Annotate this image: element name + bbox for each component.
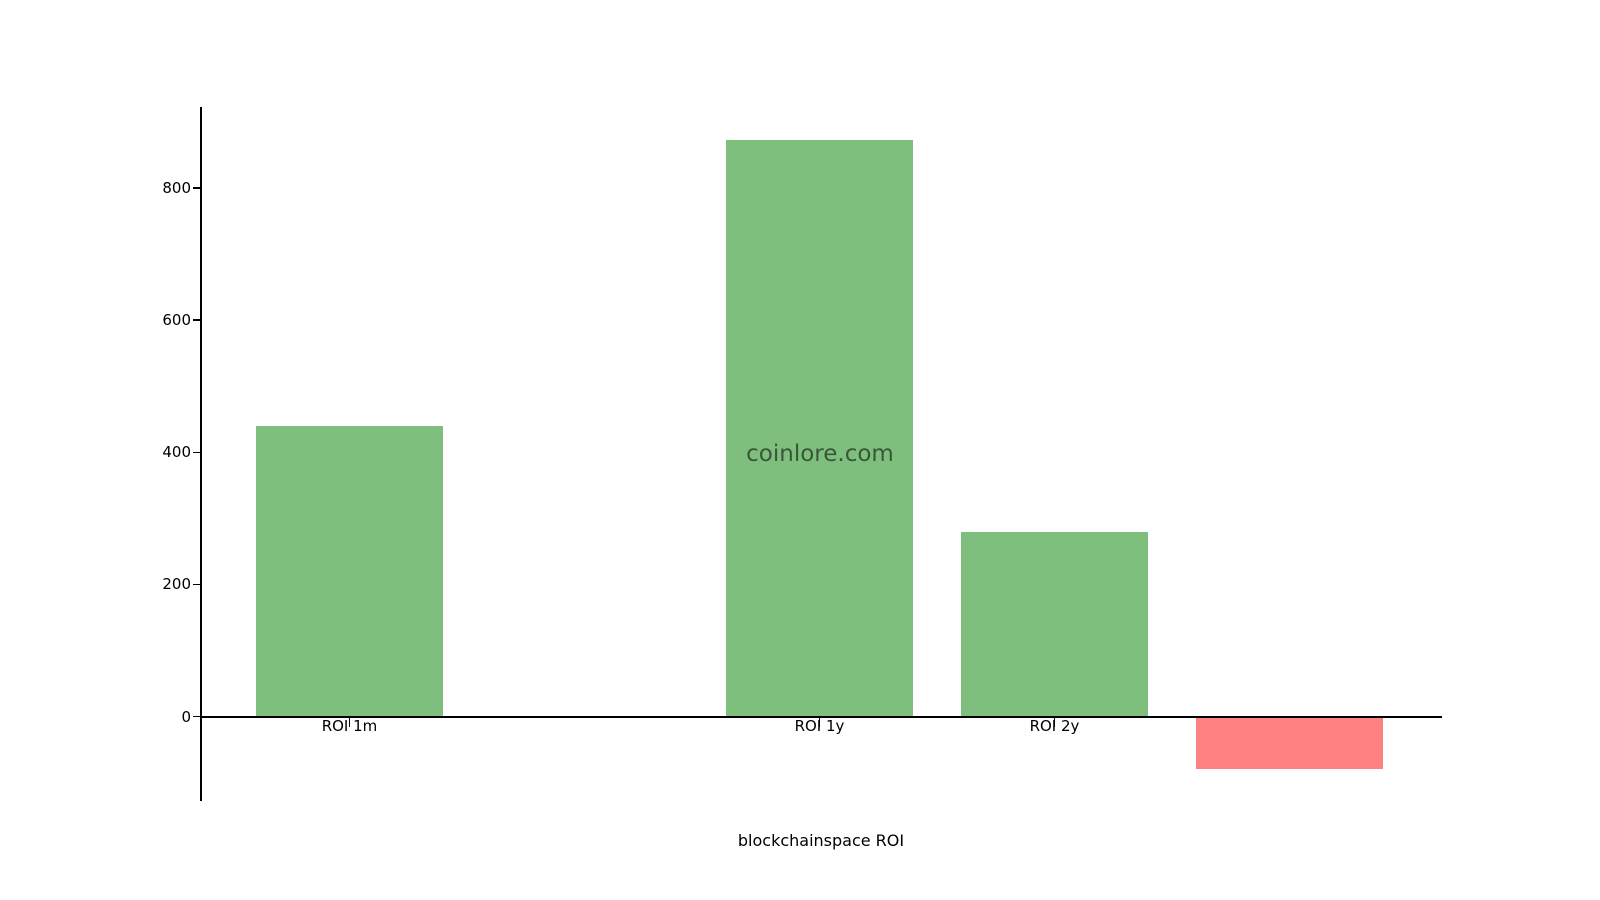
x-axis-line <box>199 715 1442 718</box>
bar-roi-1y <box>726 139 913 717</box>
x-axis-caption: blockchainspace ROI <box>737 831 905 850</box>
y-axis-tick <box>193 715 200 718</box>
y-axis-tick <box>193 187 200 189</box>
y-tick-label: 0 <box>181 707 191 726</box>
x-axis-tick <box>348 716 351 727</box>
y-tick-label: 400 <box>162 443 191 462</box>
y-tick-label: 800 <box>162 179 191 198</box>
bar-roi-2y <box>961 532 1148 717</box>
y-axis-tick <box>193 319 200 321</box>
x-axis-tick <box>1053 716 1056 727</box>
bar-roi-1m <box>256 425 443 717</box>
y-tick-label: 200 <box>162 575 191 594</box>
bar-negative <box>1196 716 1383 770</box>
y-axis-line <box>199 107 202 801</box>
y-axis-tick <box>193 451 200 454</box>
x-axis-tick <box>818 716 821 727</box>
y-axis-tick <box>193 583 200 586</box>
watermark-text: coinlore.com <box>746 441 894 467</box>
y-tick-label: 600 <box>162 311 191 330</box>
